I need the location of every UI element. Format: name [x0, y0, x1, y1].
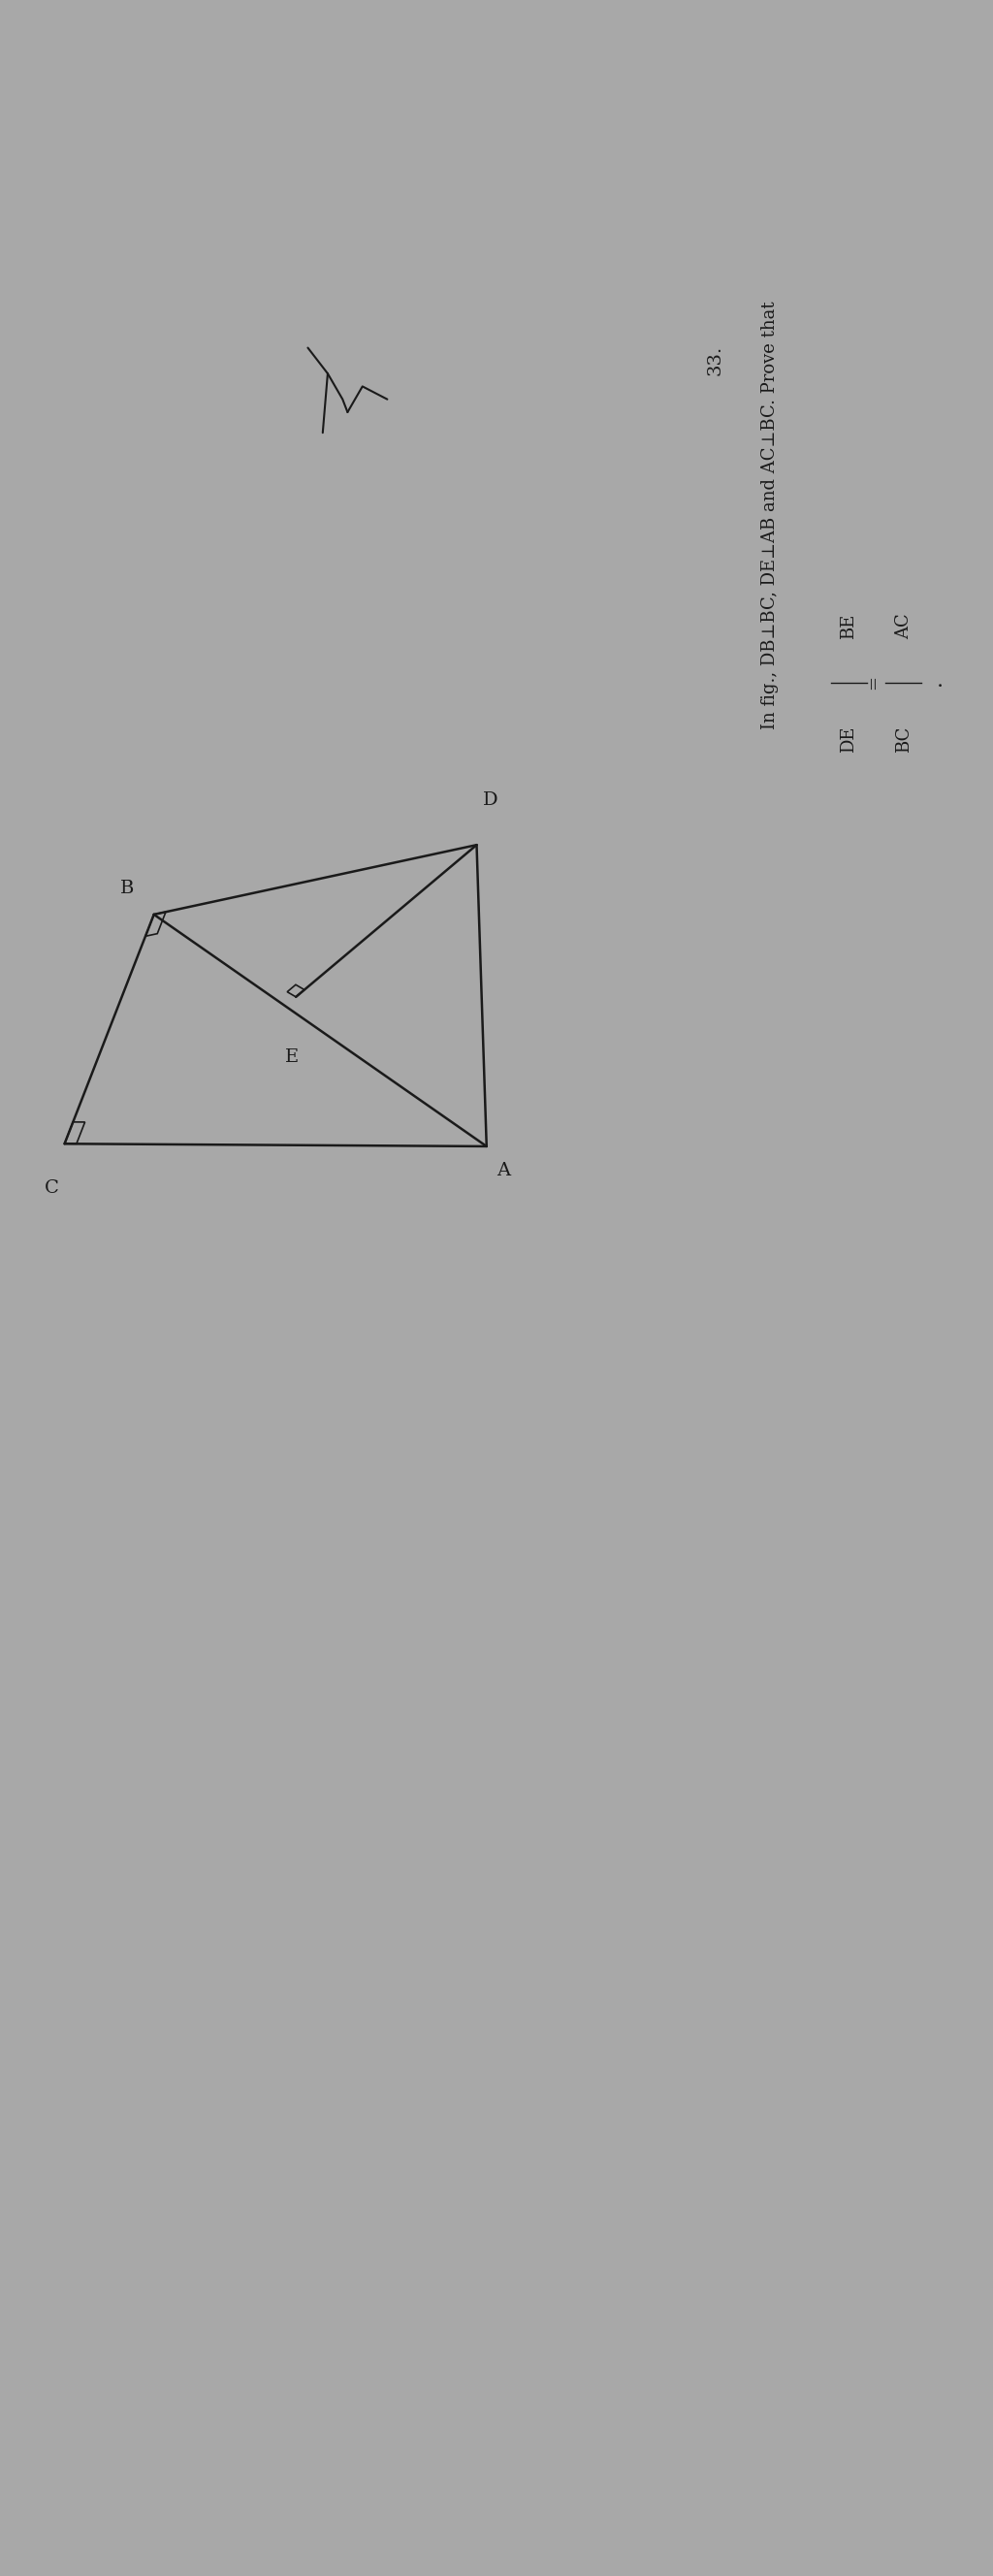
- Text: BC: BC: [895, 726, 913, 752]
- Text: D: D: [483, 791, 497, 809]
- Text: 33.: 33.: [706, 345, 724, 376]
- Text: E: E: [285, 1048, 299, 1066]
- Text: B: B: [120, 881, 134, 896]
- Text: .: .: [926, 680, 944, 685]
- Text: C: C: [44, 1180, 59, 1198]
- Text: =: =: [865, 675, 883, 690]
- Text: DE: DE: [840, 726, 858, 752]
- Text: BE: BE: [840, 613, 858, 639]
- Text: A: A: [496, 1162, 510, 1180]
- Text: AC: AC: [895, 613, 913, 639]
- Text: In fig., DB⊥BC, DE⊥AB and AC⊥BC. Prove that: In fig., DB⊥BC, DE⊥AB and AC⊥BC. Prove t…: [761, 301, 779, 729]
